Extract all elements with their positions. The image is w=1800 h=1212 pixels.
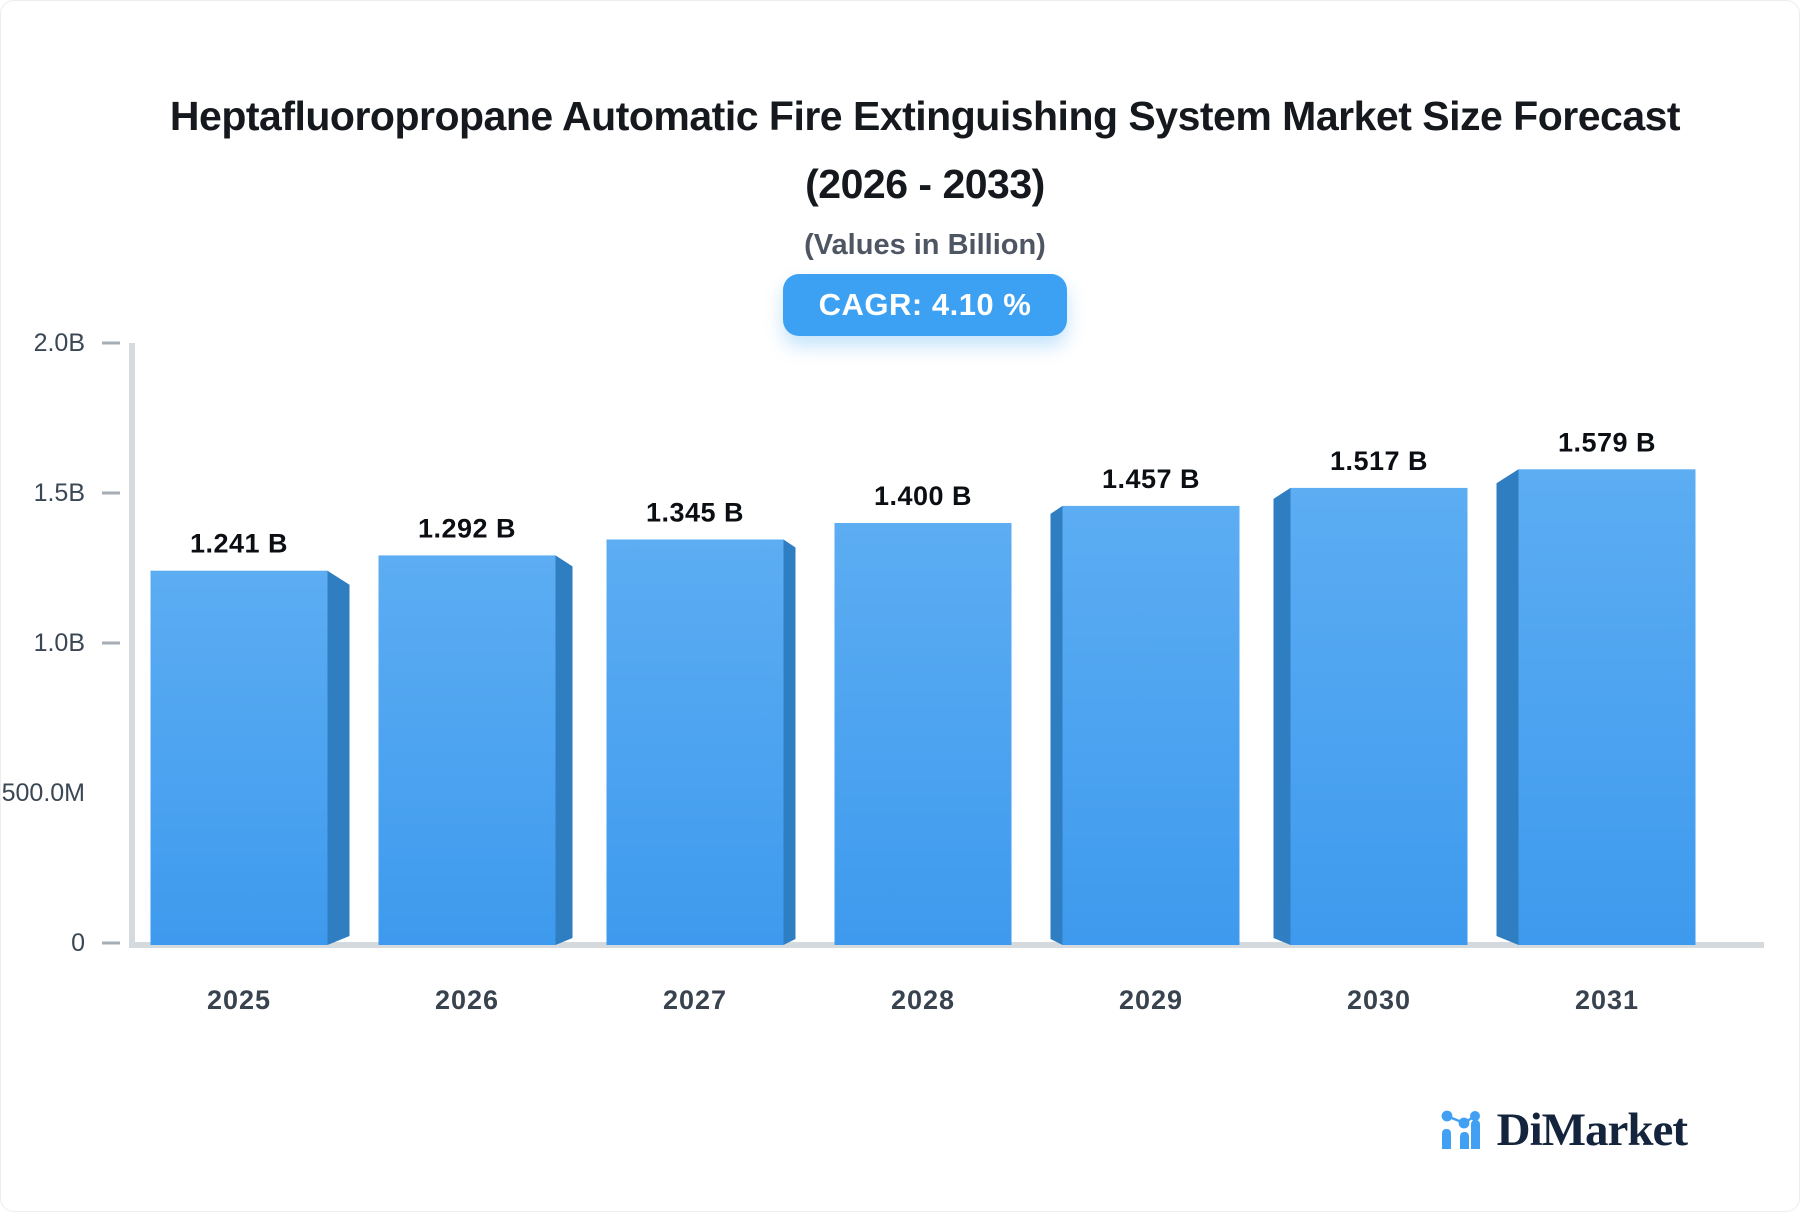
x-axis-category-label: 2027 <box>663 985 727 1015</box>
bar-3d-side <box>783 539 796 945</box>
bar-2025: 1.241 B 2025 <box>150 529 350 1015</box>
y-axis-tick-label: 500.0M <box>2 779 85 807</box>
y-axis-tick <box>102 491 120 495</box>
bar-3d-side <box>1273 487 1291 945</box>
x-axis-category-label: 2029 <box>1119 985 1183 1015</box>
bar-2031: 1.579 B 2031 <box>1496 427 1696 1015</box>
bar-2028: 1.400 B 2028 <box>834 481 1012 1015</box>
bar-value-label: 1.517 B <box>1330 446 1428 476</box>
dimarket-logo-text: DiMarket <box>1496 1104 1688 1157</box>
chart-title-line-1: Heptafluoropropane Automatic Fire Exting… <box>169 93 1681 139</box>
bar-value-label: 1.345 B <box>646 498 744 528</box>
logo-bar <box>1459 1132 1469 1149</box>
bar-value-label: 1.292 B <box>418 513 516 543</box>
x-axis-category-label: 2031 <box>1575 985 1639 1015</box>
bar-3d-side <box>327 570 350 945</box>
bar-3d-side <box>555 555 573 945</box>
bar-value-label: 1.241 B <box>190 529 288 559</box>
y-axis-tick-label: 0 <box>71 929 85 957</box>
y-axis-tick-label: 2.0B <box>34 329 85 357</box>
x-axis-category-label: 2025 <box>207 985 271 1015</box>
chart-header: Heptafluoropropane Automatic Fire Exting… <box>51 91 1799 336</box>
y-axis-tick <box>102 341 120 345</box>
logo-dot <box>1469 1111 1480 1121</box>
bar-value-label: 1.457 B <box>1102 464 1200 494</box>
chart-title-line-2: (2026 - 2033) <box>805 161 1045 207</box>
bar-face <box>834 523 1012 945</box>
x-axis-category-label: 2028 <box>891 985 955 1015</box>
bar-face <box>1290 487 1468 945</box>
x-axis-category-label: 2030 <box>1347 985 1411 1015</box>
y-axis-tick-label: 1.5B <box>34 479 85 507</box>
bar-value-label: 1.579 B <box>1558 427 1656 457</box>
bar-2026: 1.292 B 2026 <box>378 513 573 1015</box>
logo-dot <box>1458 1117 1470 1129</box>
dimarket-logo: DiMarket <box>1441 1092 1688 1157</box>
chart-subtitle: (Values in Billion) <box>804 229 1046 261</box>
bar-3d-side <box>1496 469 1519 945</box>
cagr-badge: CAGR: 4.10 % <box>782 274 1068 336</box>
logo-bar <box>1470 1120 1480 1149</box>
bar-face <box>1062 505 1240 945</box>
logo-dot <box>1441 1110 1453 1122</box>
bar-2029: 1.457 B 2029 <box>1050 464 1240 1015</box>
logo-bar <box>1441 1129 1451 1149</box>
bar-face <box>150 570 328 945</box>
bar-face <box>1518 469 1696 945</box>
dimarket-logo-icon <box>1441 1110 1480 1149</box>
bar-3d-side <box>1050 505 1063 945</box>
y-axis-tick-label: 1.0B <box>34 629 85 657</box>
y-axis-tick <box>102 941 120 945</box>
bar-face <box>606 539 784 945</box>
y-axis-tick <box>102 641 120 645</box>
y-axis-line <box>129 343 135 948</box>
x-axis-category-label: 2026 <box>435 985 499 1015</box>
bar-2030: 1.517 B 2030 <box>1273 446 1468 1015</box>
bar-2027: 1.345 B 2027 <box>606 498 796 1015</box>
bar-value-label: 1.400 B <box>874 481 972 511</box>
bar-face <box>378 555 556 945</box>
